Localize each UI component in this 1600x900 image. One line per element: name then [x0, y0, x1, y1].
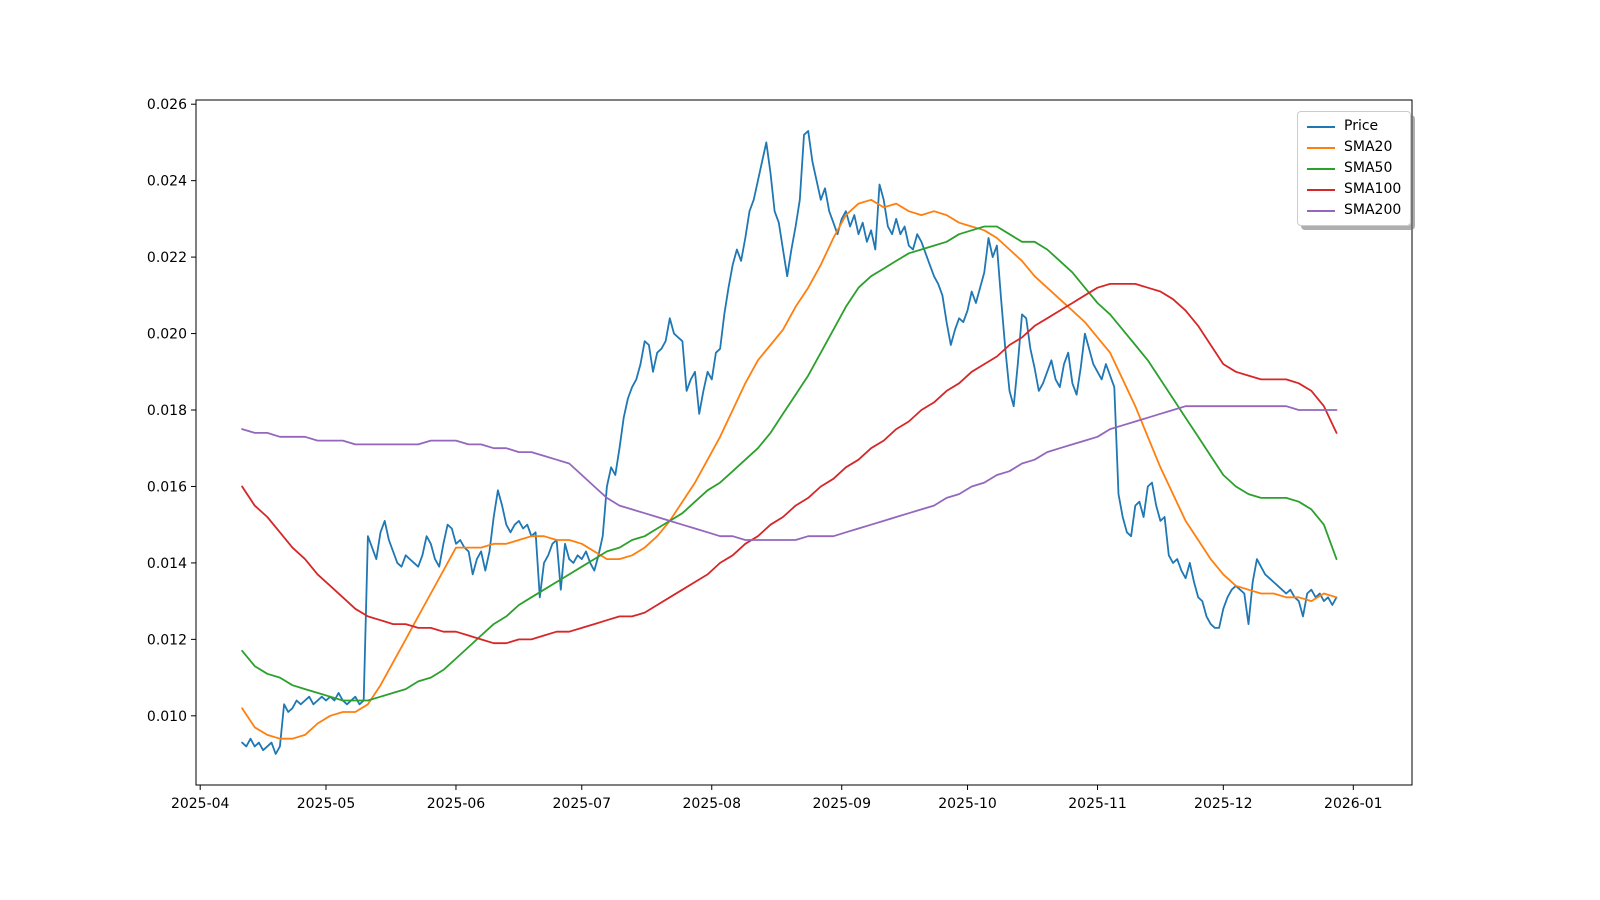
legend-entry-price: Price [1307, 118, 1401, 135]
legend: Price SMA20 SMA50 SMA100 SMA200 [1297, 111, 1412, 226]
sma200-line-swatch [1307, 209, 1335, 212]
y-axis-tick-label: 0.024 [147, 174, 187, 190]
y-axis-tick-label: 0.016 [147, 479, 187, 495]
legend-entry-sma100: SMA100 [1307, 181, 1401, 198]
legend-label-sma20: SMA20 [1344, 139, 1393, 155]
legend-entry-sma20: SMA20 [1307, 139, 1401, 156]
sma100-line-swatch [1307, 188, 1335, 191]
x-axis-tick-label: 2025-11 [1068, 796, 1127, 812]
price-line-swatch [1307, 125, 1335, 128]
legend-entry-sma200: SMA200 [1307, 202, 1401, 219]
line-price [241, 130, 1338, 755]
x-axis-tick-label: 2025-07 [553, 796, 612, 812]
legend-entry-sma50: SMA50 [1307, 160, 1401, 177]
x-axis-tick-label: 2026-01 [1324, 796, 1383, 812]
y-axis-tick-label: 0.018 [147, 403, 187, 419]
legend-label-sma200: SMA200 [1344, 202, 1402, 218]
sma20-line-swatch [1307, 146, 1335, 149]
legend-label-sma100: SMA100 [1344, 181, 1402, 197]
x-axis-tick-label: 2025-04 [171, 796, 230, 812]
legend-label-price: Price [1344, 118, 1379, 134]
y-axis-tick-label: 0.022 [147, 250, 187, 266]
line-sma20 [241, 198, 1338, 740]
line-sma50 [241, 225, 1338, 702]
x-axis-tick-label: 2025-05 [297, 796, 356, 812]
x-axis-tick-label: 2025-09 [812, 796, 871, 812]
y-axis-tick-label: 0.026 [147, 97, 187, 113]
x-axis-tick-label: 2025-12 [1194, 796, 1253, 812]
y-axis-tick-label: 0.010 [147, 709, 187, 725]
line-sma200 [241, 405, 1338, 541]
x-axis-tick-label: 2025-08 [683, 796, 742, 812]
y-axis-tick-label: 0.014 [147, 556, 187, 572]
x-axis-tick-label: 2025-10 [938, 796, 997, 812]
axes-frame [195, 99, 1413, 786]
sma50-line-swatch [1307, 167, 1335, 170]
x-axis-tick-label: 2025-06 [427, 796, 486, 812]
y-axis-tick-label: 0.020 [147, 327, 187, 343]
y-axis-tick-label: 0.012 [147, 632, 187, 648]
legend-label-sma50: SMA50 [1344, 160, 1393, 176]
line-sma100 [241, 282, 1338, 645]
